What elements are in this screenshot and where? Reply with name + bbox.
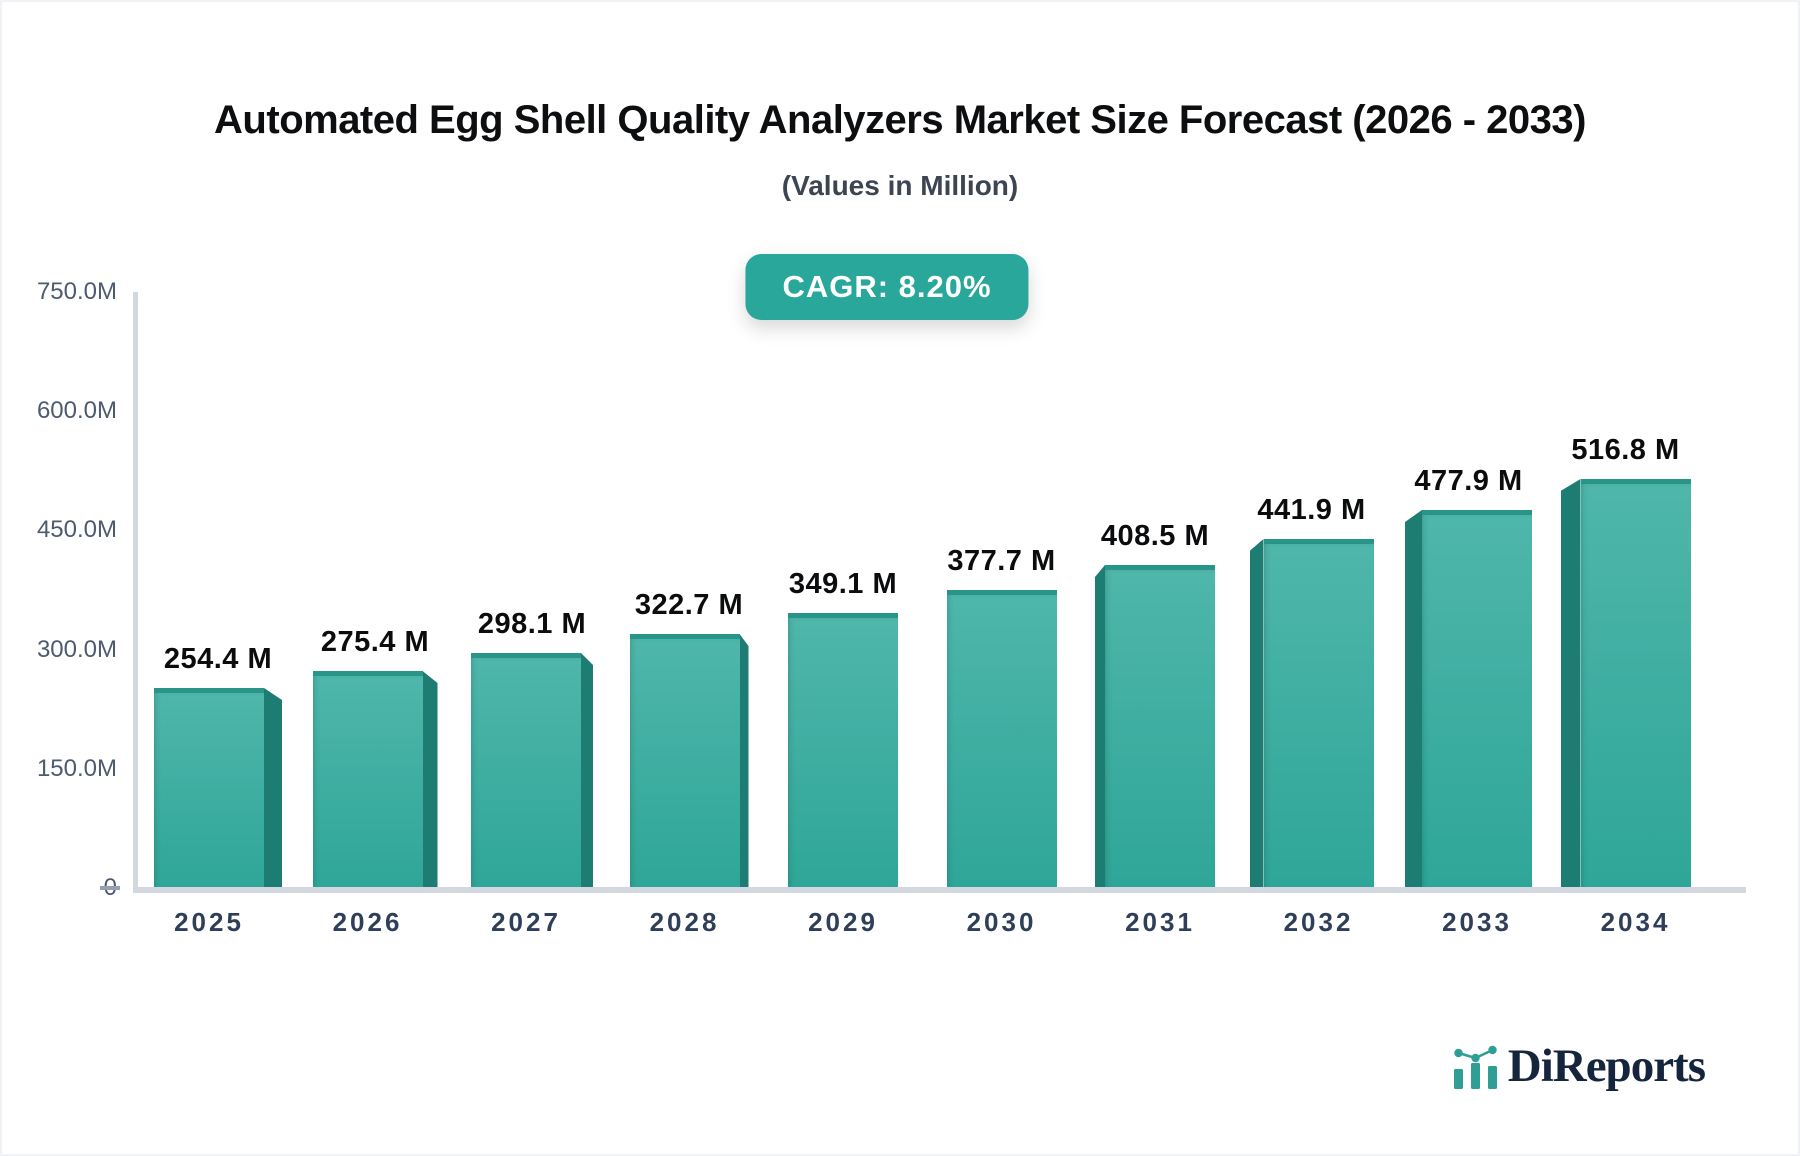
value-label: 516.8 M [1571, 434, 1680, 466]
value-label: 254.4 M [163, 643, 273, 675]
bar-face-2026 [312, 671, 423, 890]
bar-side-2034 [1560, 479, 1581, 890]
bar-side-2031 [1095, 565, 1105, 890]
bar-face-2034 [1580, 479, 1691, 890]
y-axis-line [133, 292, 138, 888]
bar-side-2025 [264, 688, 282, 890]
bar-side-2032 [1249, 539, 1264, 890]
x-tick-label: 2029 [808, 907, 878, 937]
value-label: 477.9 M [1414, 465, 1523, 497]
y-tick-label: 600.0M [36, 397, 117, 425]
x-tick-label: 2032 [1283, 907, 1354, 937]
y-tick-label: 450.0M [36, 516, 117, 544]
x-tick-label: 2026 [332, 907, 403, 937]
bar-face-2030 [946, 590, 1057, 890]
bar-face-2025 [154, 688, 264, 890]
value-label: 377.7 M [947, 545, 1056, 577]
y-tick-label: 300.0M [36, 635, 117, 663]
logo-text: DiReports [1507, 1040, 1706, 1092]
x-tick-label: 2033 [1442, 907, 1512, 937]
y-tick-label: 150.0M [36, 754, 117, 782]
bar-face-2032 [1263, 539, 1374, 890]
value-label: 322.7 M [634, 589, 744, 621]
x-tick-label: 2027 [491, 907, 561, 937]
value-label: 298.1 M [477, 608, 587, 640]
x-tick-label: 2034 [1600, 907, 1671, 937]
chart-subtitle: (Values in Million) [781, 170, 1019, 201]
chart-title: Automated Egg Shell Quality Analyzers Ma… [214, 98, 1586, 142]
bar-face-2031 [1105, 565, 1215, 890]
bar-face-2028 [629, 634, 740, 890]
x-tick-label: 2028 [649, 907, 720, 937]
direports-logo: DiReports [1452, 1038, 1706, 1094]
y-tick-label: 750.0M [36, 278, 117, 305]
bar-face-2027 [471, 653, 581, 890]
bar-side-2028 [739, 634, 749, 890]
value-label: 408.5 M [1100, 520, 1210, 552]
bar-side-2027 [581, 653, 593, 890]
x-tick-label: 2030 [966, 907, 1037, 937]
x-tick-label: 2025 [174, 907, 244, 937]
bar-face-2033 [1422, 510, 1532, 890]
bar-side-2026 [422, 671, 438, 890]
value-label: 275.4 M [320, 626, 430, 658]
x-axis-line [133, 887, 1746, 893]
bar-line-chart-icon [1453, 1045, 1497, 1089]
value-label: 349.1 M [788, 568, 898, 600]
y-axis-zero-tick [100, 886, 120, 890]
x-tick-label: 2031 [1125, 907, 1195, 937]
value-label: 441.9 M [1257, 494, 1366, 526]
cagr-badge: CAGR: 8.20% [745, 254, 1029, 320]
bar-face-2029 [788, 613, 898, 890]
bar-side-2033 [1405, 510, 1422, 890]
